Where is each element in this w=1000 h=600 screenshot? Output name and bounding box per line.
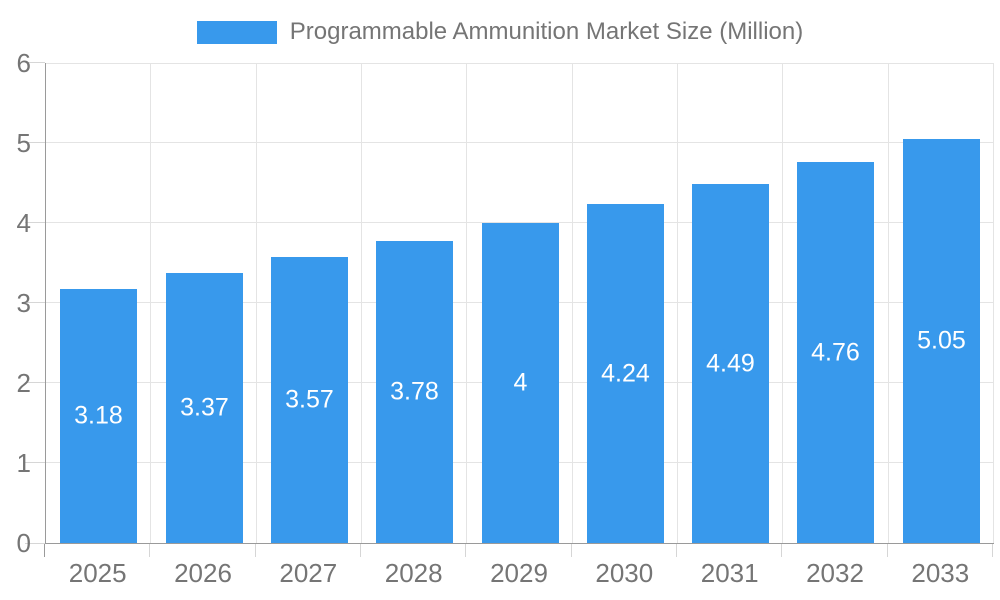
x-axis-label-2030: 2030	[595, 558, 654, 588]
bar-2033[interactable]: 5.05	[903, 139, 980, 543]
y-axis-label-1: 1	[16, 448, 31, 478]
x-gridline-8	[888, 63, 889, 543]
y-axis-tick-4	[25, 222, 45, 223]
y-axis-tick-0	[25, 543, 45, 544]
bar-value-label-2029: 4	[513, 368, 528, 397]
y-axis-label-4: 4	[16, 208, 31, 238]
x-axis-tick-6	[676, 544, 677, 557]
bar-2028[interactable]: 3.78	[376, 241, 453, 543]
x-gridline-5	[572, 63, 573, 543]
x-gridline-9	[993, 63, 994, 543]
bar-value-label-2032: 4.76	[811, 338, 860, 366]
x-gridline-4	[466, 63, 467, 543]
x-gridline-2	[256, 63, 257, 543]
bar-value-label-2027: 3.57	[285, 385, 334, 414]
x-axis-label-2029: 2029	[490, 558, 548, 588]
x-axis-tick-3	[360, 544, 361, 557]
bar-value-label-2028: 3.78	[390, 377, 439, 406]
x-axis-tick-1	[149, 544, 150, 557]
x-axis-tick-5	[571, 544, 572, 557]
bar-value-label-2033: 5.05	[917, 326, 966, 355]
legend[interactable]: Programmable Ammunition Market Size (Mil…	[0, 18, 1000, 46]
x-axis-label-2031: 2031	[700, 558, 759, 588]
x-axis-label-2028: 2028	[384, 558, 443, 588]
y-gridline-6	[46, 63, 994, 64]
y-axis-tick-3	[25, 302, 45, 303]
x-gridline-3	[361, 63, 362, 543]
x-axis-tick-2	[255, 544, 256, 557]
x-gridline-7	[782, 63, 783, 543]
y-axis-tick-5	[25, 142, 45, 143]
x-axis-label-2025: 2025	[68, 558, 127, 588]
x-axis-label-2026: 2026	[174, 558, 232, 588]
x-axis-label-2032: 2032	[806, 558, 864, 588]
x-axis-tick-9	[992, 544, 993, 557]
bar-value-label-2026: 3.37	[180, 393, 229, 422]
x-gridline-1	[150, 63, 151, 543]
x-axis-label-2027: 2027	[279, 558, 338, 588]
bar-2029[interactable]: 4	[482, 223, 559, 543]
y-axis-tick-1	[25, 462, 45, 463]
bar-2027[interactable]: 3.57	[271, 257, 348, 543]
y-gridline-5	[46, 142, 994, 143]
bar-value-label-2031: 4.49	[706, 349, 755, 377]
x-axis-tick-4	[465, 544, 466, 557]
bar-value-label-2025: 3.18	[74, 401, 123, 430]
bar-2031[interactable]: 4.49	[692, 184, 769, 543]
y-axis-label-6: 6	[16, 48, 31, 78]
x-axis-label-2033: 2033	[911, 558, 970, 588]
y-axis-label-5: 5	[16, 128, 31, 158]
x-axis-tick-0	[44, 544, 45, 557]
y-gridline-4	[46, 222, 994, 223]
y-axis-label-0: 0	[16, 528, 31, 558]
y-axis-label-2: 2	[16, 368, 31, 398]
bar-value-label-2030: 4.24	[601, 359, 650, 387]
bar-2030[interactable]: 4.24	[587, 204, 664, 543]
bar-2032[interactable]: 4.76	[797, 162, 874, 543]
legend-label: Programmable Ammunition Market Size (Mil…	[289, 18, 804, 45]
x-gridline-6	[677, 63, 678, 543]
legend-swatch	[196, 20, 277, 44]
plot-area: 3.18 3.37 3.57 3.78 4 4.24 4.49 4.76 5.05	[45, 63, 994, 544]
y-axis-tick-6	[25, 62, 45, 63]
y-axis-label-3: 3	[16, 288, 31, 318]
y-axis-tick-2	[25, 382, 45, 383]
x-axis-tick-7	[781, 544, 782, 557]
x-axis-tick-8	[887, 544, 888, 557]
bar-2026[interactable]: 3.37	[166, 273, 243, 543]
bar-2025[interactable]: 3.18	[60, 289, 137, 543]
